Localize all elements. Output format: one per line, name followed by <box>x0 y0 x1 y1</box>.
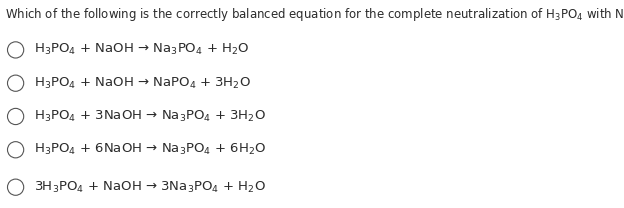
Text: H$_3$PO$_4$ + 6NaOH → Na$_3$PO$_4$ + 6H$_2$O: H$_3$PO$_4$ + 6NaOH → Na$_3$PO$_4$ + 6H$… <box>34 142 266 157</box>
Text: H$_3$PO$_4$ + 3NaOH → Na$_3$PO$_4$ + 3H$_2$O: H$_3$PO$_4$ + 3NaOH → Na$_3$PO$_4$ + 3H$… <box>34 109 266 124</box>
Text: H$_3$PO$_4$ + NaOH → NaPO$_4$ + 3H$_2$O: H$_3$PO$_4$ + NaOH → NaPO$_4$ + 3H$_2$O <box>34 76 251 91</box>
Text: H$_3$PO$_4$ + NaOH → Na$_3$PO$_4$ + H$_2$O: H$_3$PO$_4$ + NaOH → Na$_3$PO$_4$ + H$_2… <box>34 42 250 57</box>
Text: Which of the following is the correctly balanced equation for the complete neutr: Which of the following is the correctly … <box>5 6 624 23</box>
Text: 3H$_3$PO$_4$ + NaOH → 3Na$_3$PO$_4$ + H$_2$O: 3H$_3$PO$_4$ + NaOH → 3Na$_3$PO$_4$ + H$… <box>34 180 266 195</box>
